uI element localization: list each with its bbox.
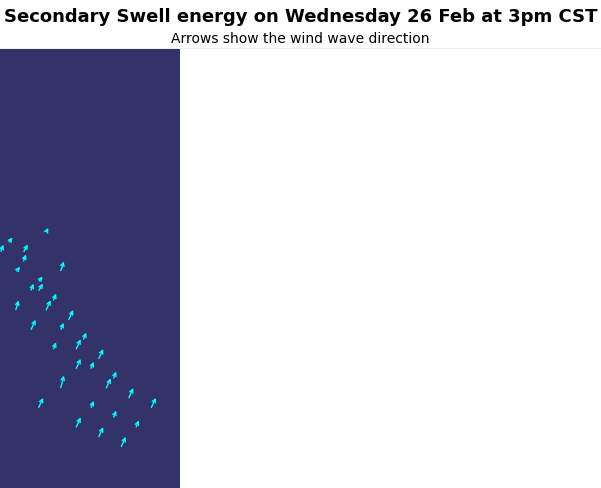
Text: Secondary Swell energy on Wednesday 26 Feb at 3pm CST: Secondary Swell energy on Wednesday 26 F… xyxy=(4,8,597,26)
Bar xyxy=(0,49,180,488)
Text: Arrows show the wind wave direction: Arrows show the wind wave direction xyxy=(171,32,430,46)
